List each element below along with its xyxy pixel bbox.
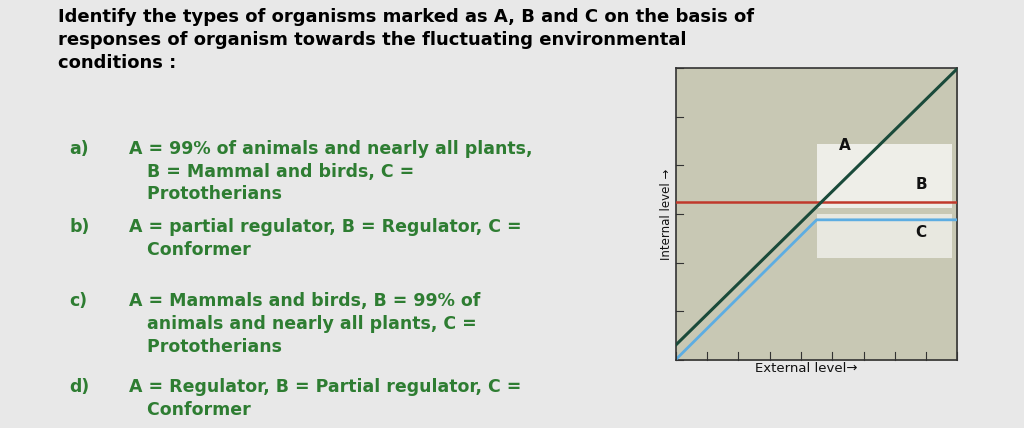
Text: C: C	[915, 225, 927, 240]
Text: External level→: External level→	[755, 363, 858, 375]
Text: a): a)	[70, 140, 89, 158]
Text: A = 99% of animals and nearly all plants,
   B = Mammal and birds, C =
   Protot: A = 99% of animals and nearly all plants…	[129, 140, 532, 203]
Text: A = partial regulator, B = Regulator, C =
   Conformer: A = partial regulator, B = Regulator, C …	[129, 218, 521, 259]
Text: A: A	[840, 138, 851, 153]
Text: A = Regulator, B = Partial regulator, C =
   Conformer: A = Regulator, B = Partial regulator, C …	[129, 378, 521, 419]
Text: c): c)	[70, 292, 88, 310]
Bar	[817, 144, 952, 208]
Text: b): b)	[70, 218, 90, 236]
Text: B: B	[915, 177, 927, 192]
Bar	[817, 214, 952, 258]
Text: Identify the types of organisms marked as A, B and C on the basis of
responses o: Identify the types of organisms marked a…	[57, 8, 754, 72]
Y-axis label: Internal level →: Internal level →	[660, 168, 673, 260]
Text: A = Mammals and birds, B = 99% of
   animals and nearly all plants, C =
   Proto: A = Mammals and birds, B = 99% of animal…	[129, 292, 480, 356]
Text: d): d)	[70, 378, 90, 396]
